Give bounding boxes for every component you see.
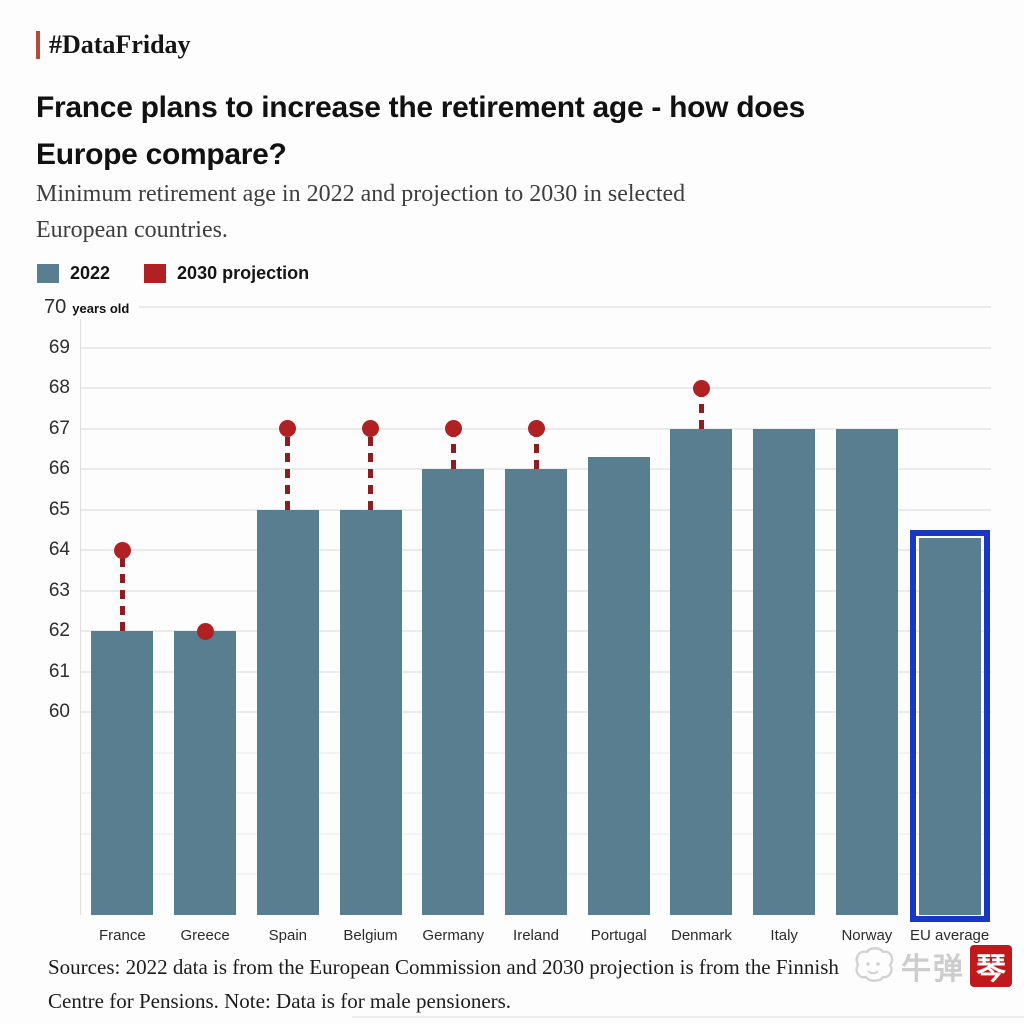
projection-stem-belgium xyxy=(368,435,374,510)
legend-item-2022: 2022 xyxy=(37,263,110,284)
projection-dot-denmark xyxy=(692,379,710,397)
x-tick-belgium: Belgium xyxy=(343,927,398,944)
chart-title-line1: France plans to increase the retirement … xyxy=(36,91,806,124)
bar-norway xyxy=(835,428,898,915)
y-tick-60: 60 xyxy=(48,701,70,723)
bar-denmark xyxy=(670,428,733,915)
x-tick-denmark: Denmark xyxy=(671,927,732,944)
gridline-70 xyxy=(81,306,991,308)
x-tick-norway: Norway xyxy=(841,927,893,944)
source-note-line1: Sources: 2022 data is from the European … xyxy=(48,955,839,979)
bottom-divider xyxy=(352,1016,1024,1018)
projection-dot-greece xyxy=(196,622,214,640)
x-tick-portugal: Portugal xyxy=(590,927,647,944)
plot-area: France Greece Spain Belgium Germany Ireland Po… xyxy=(80,306,991,944)
bar-belgium xyxy=(339,509,402,915)
y-tick-65: 65 xyxy=(48,498,70,520)
chart-subtitle-line2: European countries. xyxy=(36,217,228,243)
chart-title-line2: Europe compare? xyxy=(36,138,287,171)
x-tick-italy: Italy xyxy=(770,927,798,944)
source-note: Sources: 2022 data is from the European … xyxy=(48,950,839,1018)
y-tick-62: 62 xyxy=(48,620,70,642)
y-tick-66: 66 xyxy=(48,458,70,480)
y-tick-68: 68 xyxy=(48,377,70,399)
projection-stem-spain xyxy=(285,435,291,510)
y-axis-unit-suffix: years old xyxy=(72,301,130,316)
bar-spain xyxy=(256,509,319,915)
x-tick-ireland: Ireland xyxy=(513,927,559,944)
x-tick-germany: Germany xyxy=(422,927,485,944)
projection-dot-spain xyxy=(279,420,297,438)
bar-germany xyxy=(422,469,485,915)
projection-dot-belgium xyxy=(362,420,380,438)
y-tick-70: 70 xyxy=(44,296,67,318)
bar-france xyxy=(91,631,154,915)
bar-greece xyxy=(174,631,237,915)
legend-swatch-2022 xyxy=(37,264,59,283)
bar-portugal xyxy=(587,456,650,915)
kicker-label: #DataFriday xyxy=(49,30,191,59)
legend-swatch-2030-projection xyxy=(144,264,167,283)
y-tick-64: 64 xyxy=(48,539,70,561)
chart-title: France plans to increase the retirement … xyxy=(36,84,805,178)
source-note-line2: Centre for Pensions. Note: Data is for m… xyxy=(48,989,512,1013)
chart-subtitle-line1: Minimum retirement age in 2022 and proje… xyxy=(36,181,686,207)
y-axis-labels: 60 61 62 63 64 65 66 67 68 69 xyxy=(0,307,72,915)
x-tick-spain: Spain xyxy=(268,927,307,944)
watermark-face-icon xyxy=(850,945,896,987)
gridline-69 xyxy=(81,346,991,349)
x-tick-greece: Greece xyxy=(180,927,230,944)
legend-label-2022: 2022 xyxy=(70,263,111,283)
legend-label-2030-projection: 2030 projection xyxy=(177,263,310,283)
legend-item-2030-projection: 2030 projection xyxy=(144,263,309,284)
bar-chart: 70 years old 60 61 62 63 64 65 66 67 68 69 France G… xyxy=(0,295,1024,987)
projection-dot-ireland xyxy=(527,420,545,438)
y-tick-63: 63 xyxy=(48,579,70,601)
y-axis-unit-label: 70 years old xyxy=(44,295,140,319)
projection-dot-germany xyxy=(444,420,462,438)
y-tick-67: 67 xyxy=(48,417,70,439)
y-tick-61: 61 xyxy=(48,660,70,682)
x-tick-eu-average: EU average xyxy=(910,927,990,944)
projection-stem-germany xyxy=(450,435,456,470)
highlight-eu-average xyxy=(909,530,990,922)
watermark-text: 牛弹 xyxy=(901,953,965,986)
projection-stem-ireland xyxy=(533,435,539,470)
legend: 2022 2030 projection xyxy=(37,263,309,284)
watermark-seal: 琴 xyxy=(970,945,1012,987)
kicker: #DataFriday xyxy=(36,30,191,60)
projection-stem-denmark xyxy=(698,394,704,429)
chart-subtitle: Minimum retirement age in 2022 and proje… xyxy=(36,176,685,248)
kicker-accent-bar xyxy=(36,31,40,59)
bar-ireland xyxy=(505,469,567,915)
watermark: 牛弹 琴 xyxy=(850,944,1012,988)
bar-italy xyxy=(753,428,816,915)
y-tick-69: 69 xyxy=(48,336,70,358)
bar-eu-average xyxy=(918,538,981,915)
x-tick-france: France xyxy=(99,927,146,944)
projection-stem-france xyxy=(119,556,125,632)
projection-dot-france xyxy=(113,541,131,559)
gridline-68 xyxy=(81,387,991,390)
